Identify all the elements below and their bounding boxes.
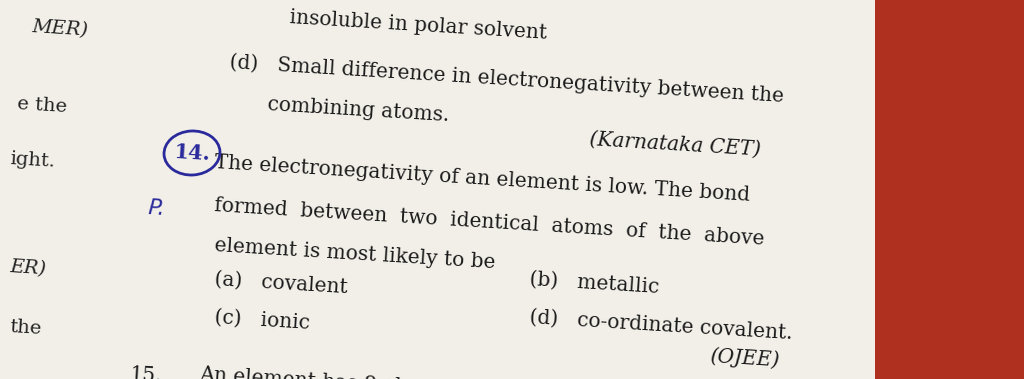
Text: The electronegativity of an element is low. The bond: The electronegativity of an element is l… xyxy=(214,153,751,205)
Text: (c)   ionic: (c) ionic xyxy=(214,308,310,333)
Text: ER): ER) xyxy=(9,258,46,278)
Text: MER): MER) xyxy=(31,18,88,39)
Text: insoluble in polar solvent: insoluble in polar solvent xyxy=(289,8,548,43)
Text: (b)   metallic: (b) metallic xyxy=(528,270,659,297)
Text: (OJEE): (OJEE) xyxy=(709,346,779,370)
Text: ight.: ight. xyxy=(9,150,55,171)
Text: P.: P. xyxy=(146,198,165,219)
Text: the: the xyxy=(9,318,42,338)
Text: (a)   covalent: (a) covalent xyxy=(214,270,348,297)
Text: formed  between  two  identical  atoms  of  the  above: formed between two identical atoms of th… xyxy=(214,196,765,249)
Text: (d)   co-ordinate covalent.: (d) co-ordinate covalent. xyxy=(528,308,793,343)
Text: element is most likely to be: element is most likely to be xyxy=(214,236,496,272)
Text: (d)   Small difference in electronegativity between the: (d) Small difference in electronegativit… xyxy=(228,52,784,105)
Text: 14.: 14. xyxy=(173,142,211,164)
Text: (Karnataka CET): (Karnataka CET) xyxy=(589,130,761,160)
FancyBboxPatch shape xyxy=(0,0,874,379)
Text: An element has 8 electrons in the: An element has 8 electrons in the xyxy=(199,365,544,379)
Text: e the: e the xyxy=(17,95,68,116)
Text: combining atoms.: combining atoms. xyxy=(267,95,450,125)
FancyBboxPatch shape xyxy=(874,0,1024,379)
Text: 15.: 15. xyxy=(129,365,162,379)
